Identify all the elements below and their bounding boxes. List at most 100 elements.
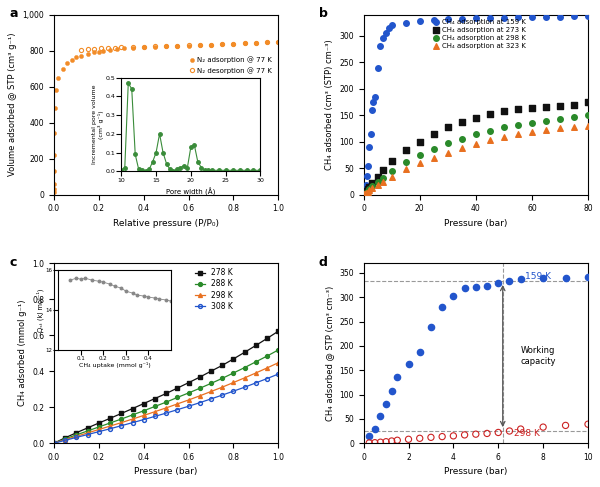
CH₄ adsorption at 159 K [499,14,509,22]
CH₄ adsorption at 159 K [541,13,551,20]
CH₄ adsorption at 273 K [361,189,370,197]
Text: 159 K: 159 K [525,272,551,281]
Point [381,400,391,408]
Point [538,423,548,431]
CH₄ adsorption at 323 K [359,190,369,198]
278 K [263,336,271,341]
CH₄ adsorption at 323 K [583,122,593,130]
N₂ adsorption @ 77 K [68,56,76,62]
CH₄ adsorption at 159 K [368,98,378,106]
X-axis label: Pressure (bar): Pressure (bar) [444,468,508,476]
288 K [151,404,158,410]
CH₄ adsorption at 323 K [361,190,370,198]
Point [404,435,413,443]
Point [516,425,526,433]
CH₄ adsorption at 298 K [401,158,410,166]
N₂ adsorption @ 77 K [218,41,226,47]
308 K [263,375,271,381]
Point [516,275,526,282]
CH₄ adsorption at 159 K [457,15,467,23]
278 K [241,349,248,355]
CH₄ adsorption at 273 K [583,98,593,106]
N₂ adsorption @ 77 K [50,189,58,195]
CH₄ adsorption at 298 K [569,113,579,121]
CH₄ adsorption at 159 K [370,93,380,101]
CH₄ adsorption at 323 K [457,144,467,152]
CH₄ adsorption at 273 K [513,106,523,113]
N₂ desorption @ 77 K [140,44,148,50]
298 K [208,389,215,394]
N₂ adsorption @ 77 K [263,39,271,45]
CH₄ adsorption at 159 K [443,16,452,23]
Text: 298 K: 298 K [514,429,540,438]
CH₄ adsorption at 159 K [379,35,388,42]
CH₄ adsorption at 273 K [471,114,481,122]
288 K [95,424,103,430]
Point [460,431,469,439]
Point [583,420,593,428]
N₂ adsorption @ 77 K [174,43,181,49]
Y-axis label: Volume adsorbed @ STP (cm³ g⁻¹): Volume adsorbed @ STP (cm³ g⁻¹) [8,33,17,176]
CH₄ adsorption at 298 K [499,124,509,131]
CH₄ adsorption at 159 K [569,12,579,20]
N₂ desorption @ 77 K [104,45,112,51]
CH₄ adsorption at 159 K [367,106,377,114]
N₂ adsorption @ 77 K [140,44,148,50]
CH₄ adsorption at 298 K [541,116,551,124]
Legend: CH₄ adsorption at 159 K, CH₄ adsorption at 273 K, CH₄ adsorption at 298 K, CH₄ a: CH₄ adsorption at 159 K, CH₄ adsorption … [430,16,529,52]
278 K [208,368,215,374]
Text: a: a [9,7,17,20]
Point [387,387,397,394]
CH₄ adsorption at 159 K [363,162,373,169]
Point [482,282,492,290]
CH₄ adsorption at 273 K [373,173,382,181]
N₂ adsorption @ 77 K [241,40,248,46]
N₂ adsorption @ 77 K [51,131,58,136]
308 K [151,413,158,419]
Point [415,348,425,356]
CH₄ adsorption at 298 K [485,127,494,134]
278 K [140,401,148,407]
CH₄ adsorption at 298 K [527,119,537,127]
CH₄ adsorption at 298 K [457,134,467,142]
308 K [174,407,181,412]
298 K [106,423,113,429]
288 K [84,428,91,434]
N₂ adsorption @ 77 K [120,45,127,51]
Y-axis label: CH₄ adsorbed (mmol g⁻¹): CH₄ adsorbed (mmol g⁻¹) [17,300,26,406]
278 K [151,395,158,401]
278 K [62,435,69,441]
278 K [185,380,192,386]
288 K [140,408,148,413]
Legend: N₂ adsorption @ 77 K, N₂ desorption @ 77 K: N₂ adsorption @ 77 K, N₂ desorption @ 77… [185,54,275,76]
CH₄ adsorption at 159 K [359,189,369,197]
Y-axis label: CH₄ adsorbed (cm³ (STP) cm⁻³): CH₄ adsorbed (cm³ (STP) cm⁻³) [325,39,334,170]
308 K [196,400,203,406]
CH₄ adsorption at 298 K [379,174,388,182]
278 K [163,391,170,396]
CH₄ adsorption at 323 K [485,136,494,144]
308 K [253,380,260,386]
CH₄ adsorption at 323 K [541,126,551,134]
308 K [241,384,248,390]
278 K [218,362,226,368]
CH₄ adsorption at 273 K [363,186,373,193]
288 K [118,416,125,422]
288 K [163,399,170,405]
298 K [163,405,170,411]
308 K [230,388,237,394]
N₂ desorption @ 77 K [151,43,158,49]
N₂ desorption @ 77 K [98,46,105,52]
308 K [62,437,69,443]
CH₄ adsorption at 298 K [363,187,373,195]
N₂ adsorption @ 77 K [151,44,158,50]
CH₄ adsorption at 323 K [513,131,523,138]
308 K [106,426,113,431]
CH₄ adsorption at 159 K [429,16,439,24]
CH₄ adsorption at 298 K [387,168,397,175]
CH₄ adsorption at 159 K [373,64,382,72]
288 K [218,375,226,381]
CH₄ adsorption at 159 K [362,172,372,180]
Point [426,433,436,441]
N₂ adsorption @ 77 K [91,50,98,56]
